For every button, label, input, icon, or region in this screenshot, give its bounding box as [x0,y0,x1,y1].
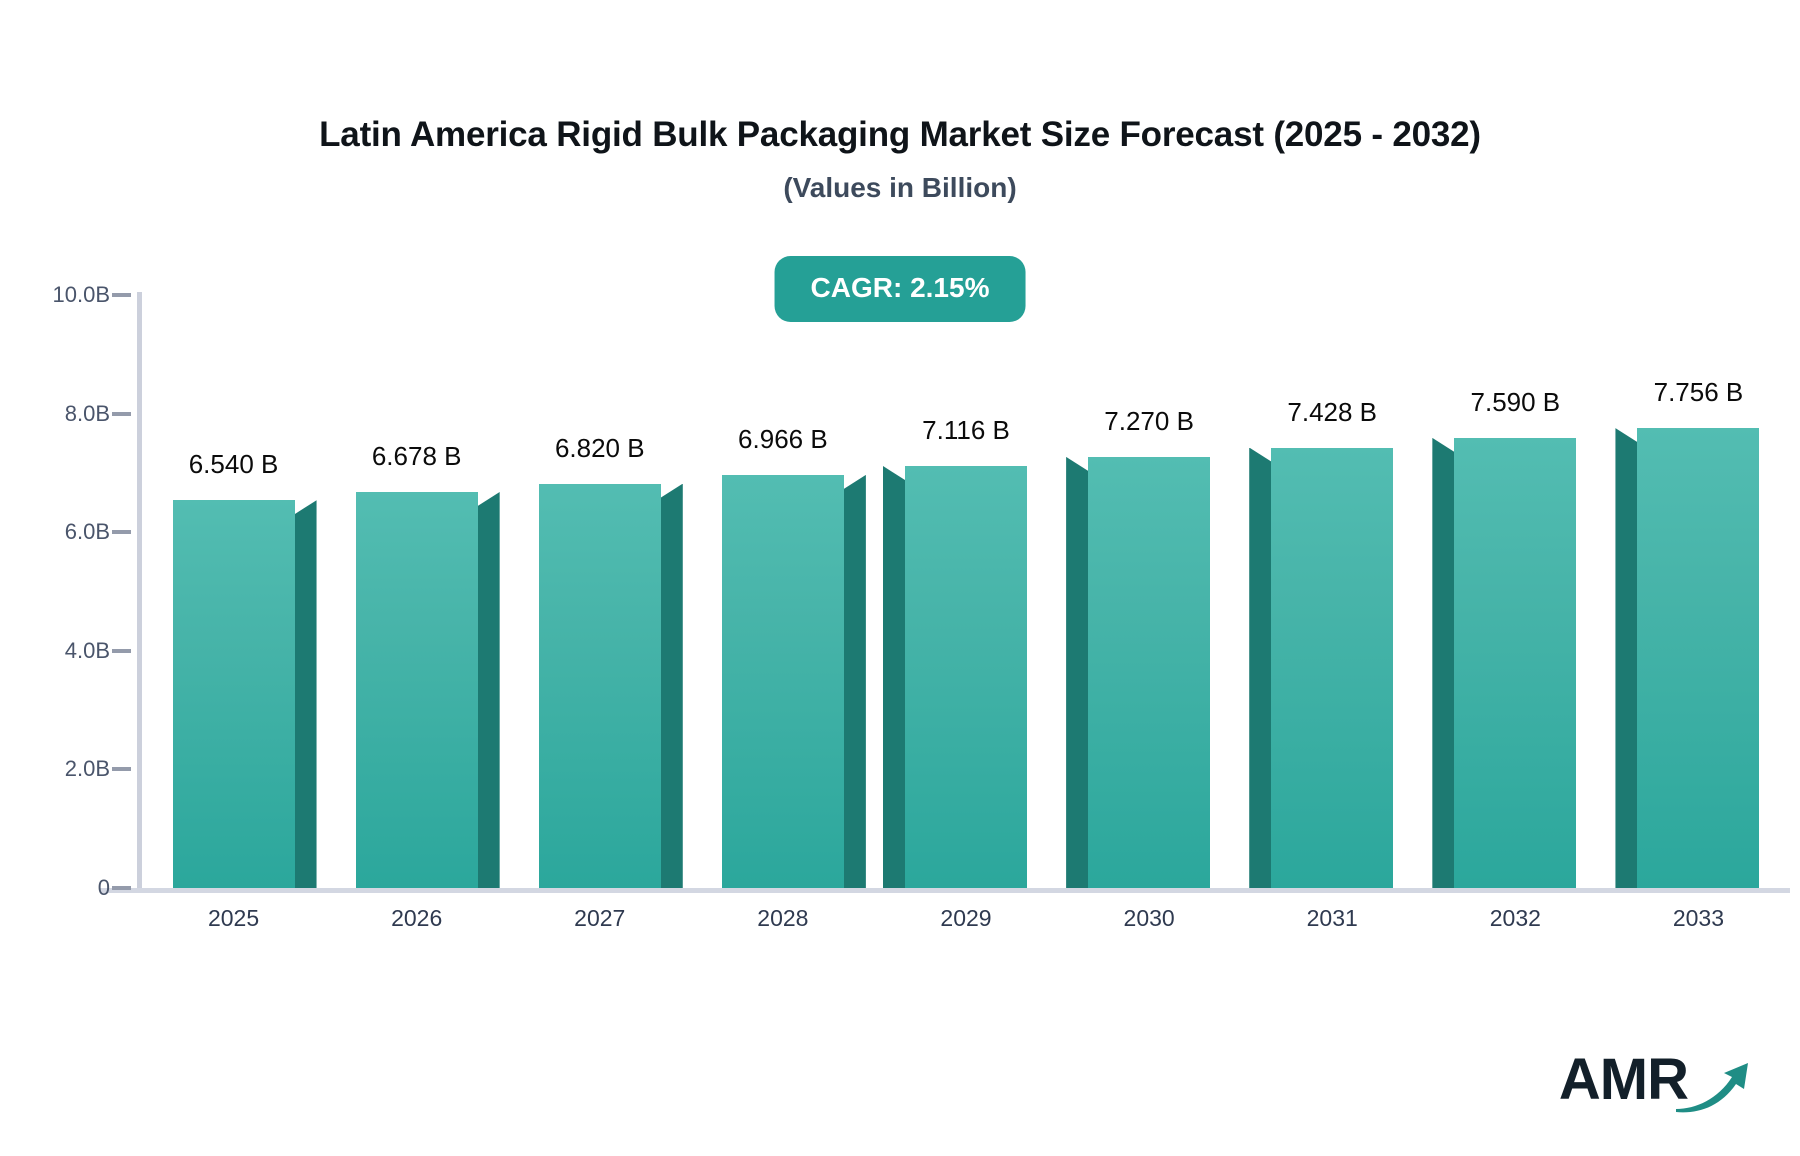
y-axis-tick-mark [112,530,131,535]
y-axis-tick-label: 10.0B [52,282,111,307]
bar-value-label: 7.270 B [1104,405,1194,436]
bar-2031[interactable]: 7.428 B [1249,397,1394,888]
x-axis-tick-label: 2028 [757,905,809,931]
bar-front-face [1454,437,1577,888]
trend-up-arrow-icon [1676,1063,1748,1113]
bar-value-label: 7.590 B [1470,386,1561,417]
bar-front-face [1271,447,1394,888]
bar-2026[interactable]: 6.678 B [355,441,500,888]
bar-side-face [843,474,866,888]
bar-2030[interactable]: 7.270 B [1066,406,1211,888]
x-axis-tick-label: 2032 [1489,905,1541,931]
bar-value-label: 6.540 B [188,449,279,480]
bar-side-face [1066,456,1089,888]
bar-2027[interactable]: 6.820 B [538,433,683,888]
amr-logo: AMR [1559,1042,1752,1118]
y-axis-tick-label: 0 [97,875,110,900]
chart-subtitle: (Values in Billion) [783,172,1017,203]
bar-2025[interactable]: 6.540 B [172,449,317,888]
bar-value-label: 7.756 B [1653,377,1744,408]
x-axis-tick-label: 2026 [391,905,443,931]
y-axis-tick-label: 2.0B [64,756,110,782]
bar-side-face [883,466,905,888]
cagr-badge: CAGR: 2.15% [774,256,1026,322]
x-axis-tick-label: 2031 [1306,905,1358,931]
x-axis-tick-label: 2029 [940,905,992,931]
bar-value-label: 6.820 B [554,432,645,463]
bar-front-face [538,483,661,888]
bar-2032[interactable]: 7.590 B [1432,387,1577,888]
bar-2033[interactable]: 7.756 B [1615,377,1760,888]
amr-logo-text: AMR [1558,1047,1689,1112]
y-axis-line [137,292,142,890]
y-axis-tick-mark [112,293,131,297]
y-axis-tick-mark [112,411,131,416]
y-axis-tick-label: 4.0B [64,637,110,663]
y-axis-tick-mark [112,886,131,890]
bar-side-face [660,483,683,888]
x-axis-line [100,888,1790,893]
bar-front-face [905,466,1027,888]
bar-front-face [172,500,295,888]
bar-side-face [1249,447,1272,888]
y-axis-tick-mark [112,767,131,772]
x-axis-tick-label: 2027 [574,905,626,931]
chart-title: Latin America Rigid Bulk Packaging Marke… [319,115,1481,154]
bar-front-face [721,474,844,888]
y-axis-tick-mark [112,648,131,653]
bar-side-face [1432,437,1455,888]
bar-front-face [1088,456,1211,888]
y-axis-tick-label: 8.0B [64,400,110,426]
bar-value-label: 6.966 B [738,423,828,454]
bar-value-label: 7.116 B [922,415,1010,446]
bar-side-face [294,500,317,888]
bar-2029[interactable]: 7.116 B [883,415,1027,888]
bar-front-face [1637,428,1760,888]
bar-value-label: 7.428 B [1287,396,1378,427]
bar-2028[interactable]: 6.966 B [721,424,866,888]
y-axis-tick-label: 6.0B [64,519,110,545]
bar-side-face [1615,428,1638,888]
bar-front-face [355,492,478,888]
x-axis-tick-label: 2030 [1123,905,1175,931]
bar-side-face [477,492,500,888]
bar-value-label: 6.678 B [371,441,462,471]
x-axis-tick-label: 2025 [207,905,260,931]
x-axis-tick-label: 2033 [1672,905,1725,931]
